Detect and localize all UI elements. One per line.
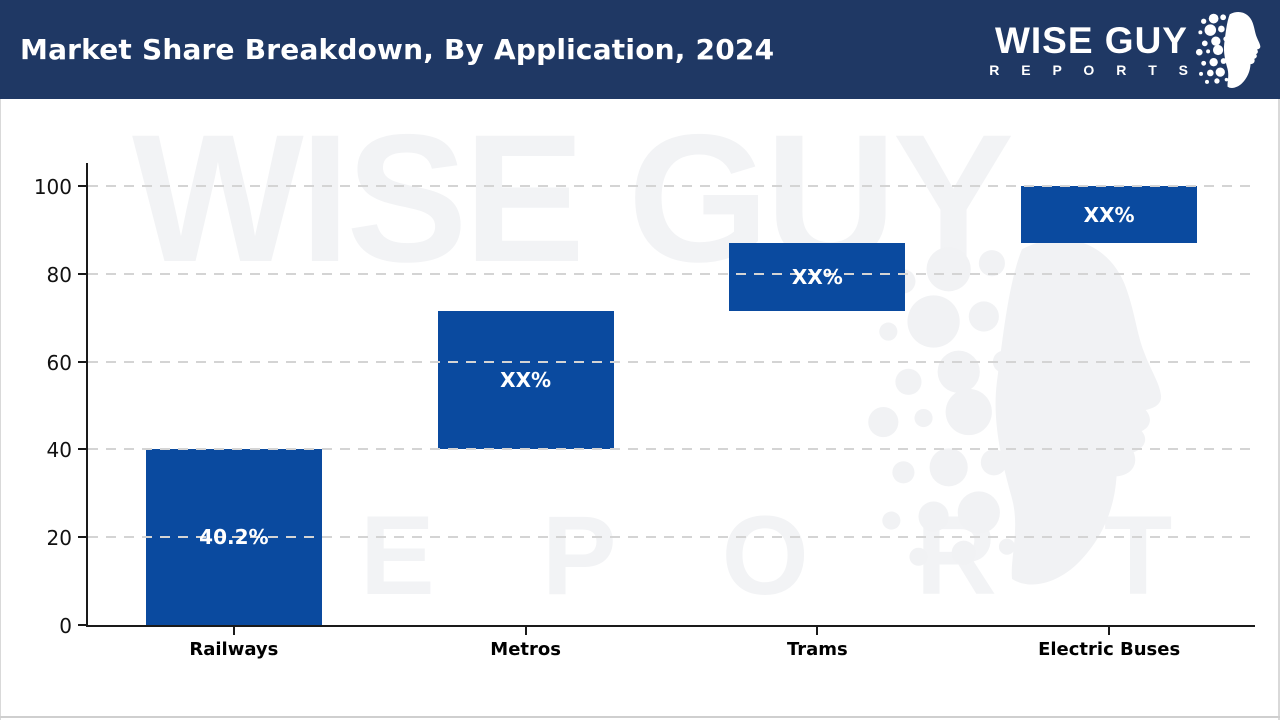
x-category-label: Railways: [189, 639, 279, 660]
x-tick-2: [816, 627, 819, 635]
brand-head-icon: [1195, 11, 1261, 88]
gridline-100: [88, 185, 1255, 187]
brand-text: WISE GUY R E P O R T S: [989, 22, 1188, 77]
y-tick-label-0: 0: [59, 614, 72, 638]
x-category-label: Metros: [490, 639, 561, 660]
y-tick-label-60: 60: [46, 350, 72, 375]
y-tick-60: [78, 360, 86, 363]
page-border-right: [1278, 99, 1280, 720]
bar-value-label: XX%: [500, 367, 552, 392]
y-tick-label-80: 80: [46, 262, 72, 287]
y-axis-line: [86, 163, 88, 627]
y-tick-100: [78, 185, 86, 187]
page-border-left: [0, 99, 1, 720]
bar-value-label: 40.2%: [199, 524, 269, 549]
x-category-label: Electric Buses: [1038, 639, 1181, 660]
y-tick-label-100: 100: [33, 175, 72, 199]
y-tick-80: [78, 272, 86, 275]
gridline-20: [88, 536, 1255, 539]
y-tick-0: [78, 624, 86, 626]
x-tick-1: [524, 627, 527, 635]
bar-value-label: XX%: [791, 264, 843, 289]
y-tick-label-20: 20: [46, 526, 72, 551]
header: Market Share Breakdown, By Application, …: [0, 0, 1280, 99]
brand-name-label: WISE GUY: [994, 20, 1188, 61]
bar-metros: [437, 310, 614, 449]
bar-value-label: XX%: [1083, 202, 1135, 227]
y-tick-20: [78, 536, 86, 539]
x-category-label: Trams: [786, 639, 848, 660]
gridline-60: [88, 360, 1255, 363]
bar-trams: [729, 243, 906, 311]
x-tick-0: [232, 627, 235, 635]
page-border-bottom: [0, 716, 1280, 718]
brand-reports-label: R E P O R T S: [989, 62, 1197, 78]
y-tick-40: [78, 448, 86, 451]
chart-title: Market Share Breakdown, By Application, …: [20, 33, 775, 66]
brand-logo: WISE GUY R E P O R T S: [989, 8, 1262, 92]
bar-electric-buses: [1021, 186, 1198, 244]
x-tick-3: [1108, 627, 1111, 635]
gridline-40: [88, 448, 1255, 451]
chart-area: WISE GUY R E P O R T S 0 20 40 60 80 100 40.2%…: [0, 96, 1280, 718]
x-axis-line: [86, 625, 1255, 627]
gridline-80: [88, 272, 1255, 275]
y-tick-label-40: 40: [46, 438, 72, 463]
